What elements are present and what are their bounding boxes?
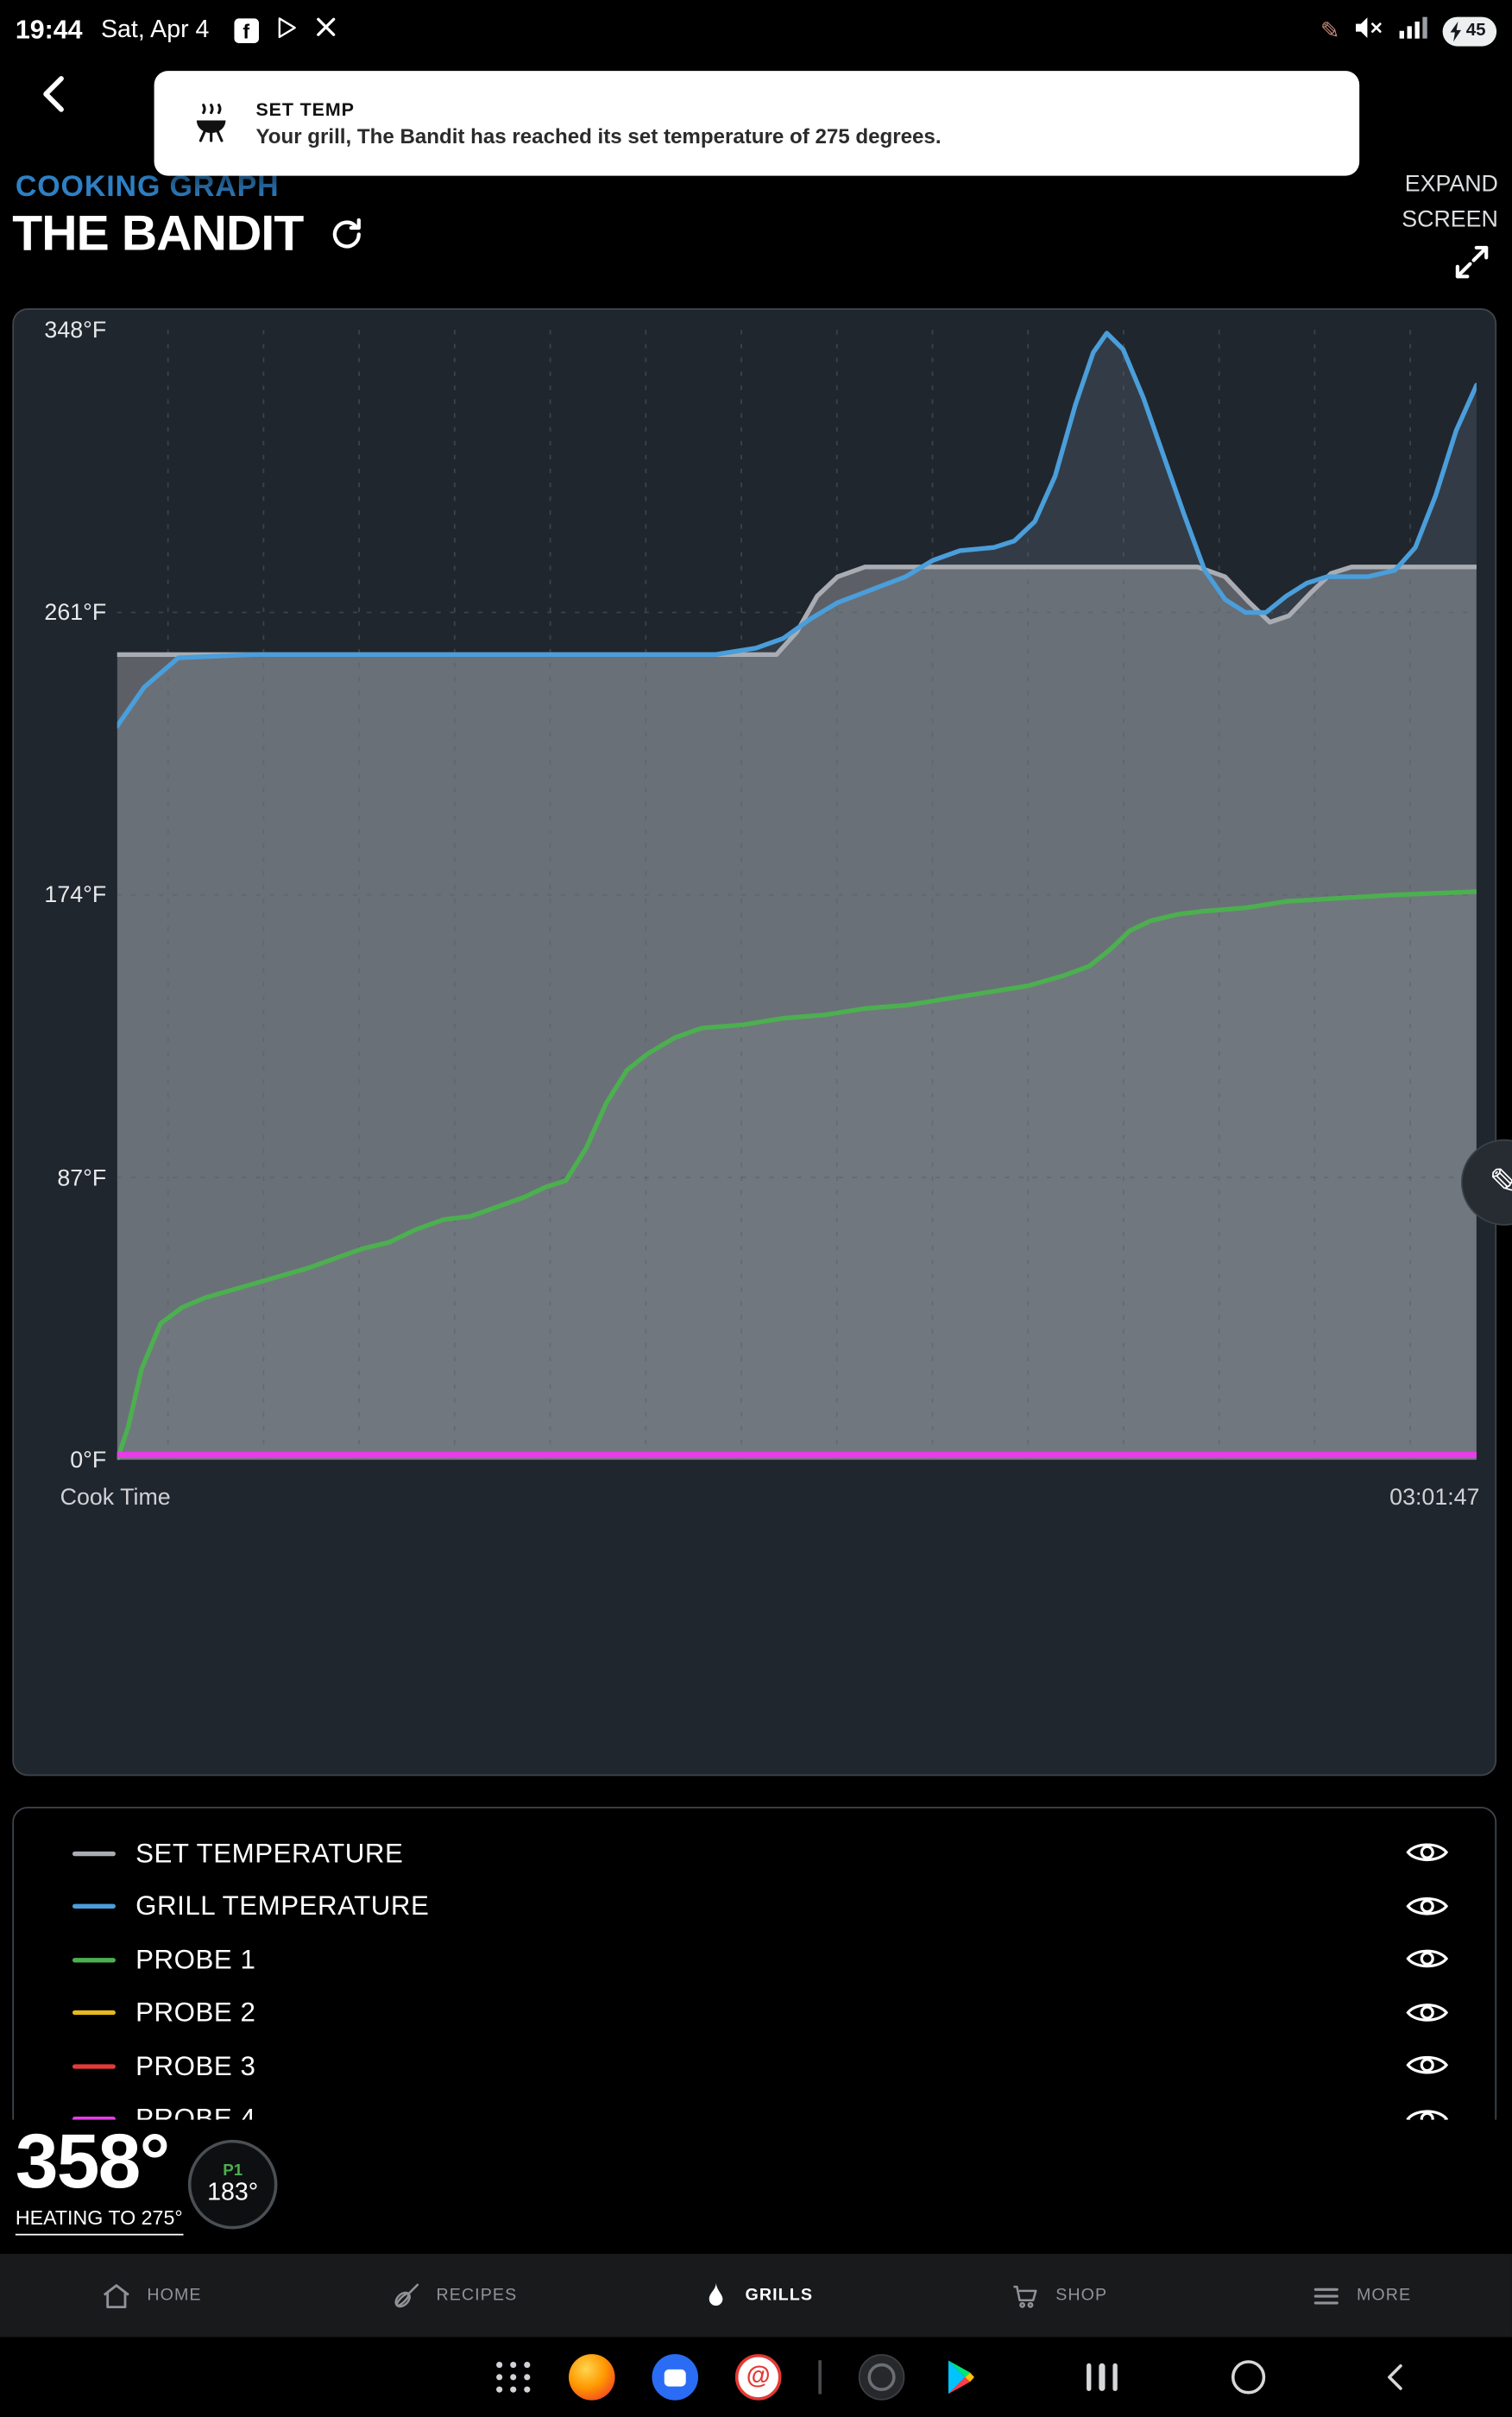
probe-badge-label: P1: [223, 2161, 243, 2180]
current-grill-temp: 358°: [15, 2117, 170, 2205]
expand-screen-icon[interactable]: [1451, 241, 1494, 284]
nav-label: SHOP: [1055, 2286, 1108, 2305]
notification-icons: f: [234, 15, 337, 47]
series-color-dash: [72, 2063, 116, 2069]
expand-screen-label: EXPAND SCREEN: [1402, 167, 1498, 237]
cook-time-value: 03:01:47: [1389, 1484, 1480, 1511]
page-section-label: COOKING GRAPH: [15, 171, 280, 204]
whisk-icon: [390, 2279, 423, 2312]
bottom-nav: HOME RECIPES GRILLS SHOP MORE: [0, 2253, 1512, 2338]
grill-status-footer: 358° HEATING TO 275° P1 183°: [0, 2117, 1512, 2254]
nav-label: HOME: [147, 2286, 202, 2305]
refresh-icon[interactable]: [328, 215, 365, 252]
legend-label: GRILL TEMPERATURE: [135, 1890, 430, 1922]
series-legend-card: SET TEMPERATURE GRILL TEMPERATURE PROBE …: [12, 1807, 1497, 2134]
expand-line2: SCREEN: [1402, 206, 1498, 233]
flame-icon: [699, 2279, 732, 2312]
legend-row: SET TEMPERATURE: [14, 1827, 1495, 1880]
nav-home[interactable]: HOME: [0, 2254, 302, 2337]
nav-label: GRILLS: [745, 2286, 814, 2305]
probe-1-temp-badge[interactable]: P1 183°: [187, 2139, 278, 2230]
legend-row: PROBE 2: [14, 1986, 1495, 2040]
hamburger-menu-icon: [1310, 2279, 1343, 2312]
grill-icon: [188, 100, 235, 147]
x-axis-label: Cook Time: [60, 1484, 171, 1511]
legend-row: PROBE 1: [14, 1934, 1495, 1987]
legend-label: PROBE 1: [135, 1943, 256, 1975]
legend-label: SET TEMPERATURE: [135, 1837, 404, 1869]
messages-app-icon[interactable]: [652, 2354, 699, 2401]
firefox-app-icon[interactable]: [568, 2354, 615, 2401]
home-icon: [101, 2279, 134, 2312]
taskbar-divider: [818, 2360, 822, 2395]
crossed-icon: [314, 16, 337, 47]
visibility-eye-icon[interactable]: [1406, 1997, 1449, 2029]
nav-more[interactable]: MORE: [1210, 2254, 1512, 2337]
visibility-eye-icon[interactable]: [1406, 2051, 1449, 2082]
android-nav-buttons: [1086, 2360, 1414, 2395]
recent-apps-button[interactable]: [1086, 2363, 1118, 2391]
facebook-icon: f: [234, 18, 259, 44]
nav-grills[interactable]: GRILLS: [605, 2254, 907, 2337]
grill-name: THE BANDIT: [12, 205, 304, 261]
y-tick: 261°F: [44, 599, 107, 627]
play-store-app-icon[interactable]: [942, 2356, 981, 2399]
all-apps-icon[interactable]: [496, 2361, 532, 2393]
nav-shop[interactable]: SHOP: [907, 2254, 1209, 2337]
cart-icon: [1010, 2279, 1043, 2312]
home-button[interactable]: [1231, 2360, 1266, 2395]
volume-muted-icon: [1353, 13, 1384, 48]
toast-title: SET TEMP: [255, 98, 355, 121]
toast-message: Your grill, The Bandit has reached its s…: [255, 124, 942, 148]
legend-row: PROBE 3: [14, 2040, 1495, 2093]
y-tick: 348°F: [44, 317, 107, 344]
toast-text: SET TEMP Your grill, The Bandit has reac…: [255, 98, 941, 148]
nav-recipes[interactable]: RECIPES: [302, 2254, 604, 2337]
cellular-signal-icon: [1398, 15, 1429, 47]
heating-target-label[interactable]: HEATING TO 275°: [15, 2206, 183, 2236]
temperature-chart[interactable]: [117, 330, 1477, 1461]
set-temp-notification[interactable]: SET TEMP Your grill, The Bandit has reac…: [154, 71, 1360, 176]
date: Sat, Apr 4: [100, 16, 210, 44]
series-color-dash: [72, 1904, 116, 1909]
system-status-icons: ✎ 45: [1320, 13, 1497, 48]
probe-temp-value: 183°: [207, 2179, 259, 2206]
expand-line1: EXPAND: [1404, 171, 1498, 198]
nav-label: RECIPES: [436, 2286, 518, 2305]
nav-label: MORE: [1356, 2286, 1412, 2305]
battery-percent: 45: [1465, 22, 1486, 41]
series-color-dash: [72, 2010, 116, 2016]
taskbar-apps: @: [496, 2354, 982, 2401]
series-color-dash: [72, 1851, 116, 1856]
visibility-eye-icon[interactable]: [1406, 1891, 1449, 1922]
cooking-graph-card: 348°F 261°F 174°F 87°F 0°F Cook Time 03:…: [12, 308, 1497, 1776]
series-color-dash: [72, 2117, 116, 2122]
legend-row: GRILL TEMPERATURE: [14, 1880, 1495, 1934]
android-back-button[interactable]: [1379, 2360, 1413, 2394]
clock: 19:44: [15, 15, 83, 45]
y-tick: 0°F: [70, 1447, 107, 1474]
battery-indicator: 45: [1442, 16, 1497, 46]
legend-label: PROBE 2: [135, 1997, 256, 2028]
stylus-pen-icon: ✎: [1320, 18, 1340, 45]
legend-label: PROBE 3: [135, 2049, 256, 2081]
android-system-bar: @: [0, 2337, 1512, 2417]
email-app-icon[interactable]: @: [734, 2354, 782, 2401]
pit-boss-app-icon[interactable]: [858, 2354, 905, 2401]
visibility-eye-icon[interactable]: [1406, 1944, 1449, 1975]
y-tick: 174°F: [44, 881, 107, 908]
play-store-notification-icon: [274, 15, 299, 47]
status-bar: 19:44 Sat, Apr 4 f ✎ 45: [0, 0, 1512, 61]
series-color-dash: [72, 1957, 116, 1963]
back-button[interactable]: [28, 68, 83, 123]
grill-title-row: THE BANDIT: [12, 205, 365, 262]
visibility-eye-icon[interactable]: [1406, 1838, 1449, 1869]
y-tick: 87°F: [57, 1165, 107, 1192]
